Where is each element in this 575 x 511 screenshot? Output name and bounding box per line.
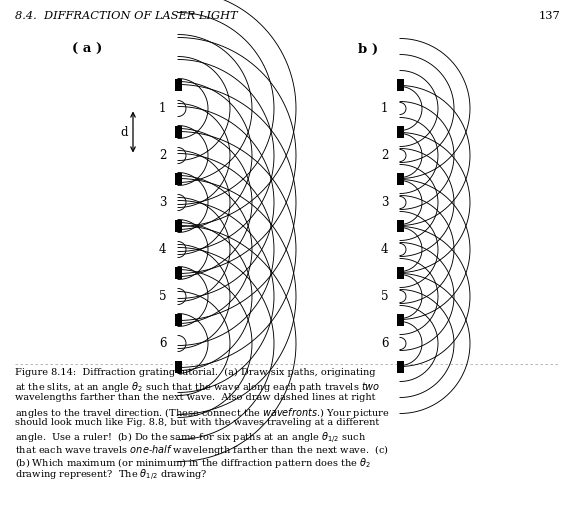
Text: 3: 3 xyxy=(159,196,167,209)
Bar xyxy=(397,220,404,232)
Bar xyxy=(174,361,182,373)
Bar xyxy=(397,79,404,91)
Text: 2: 2 xyxy=(159,149,167,162)
Text: 137: 137 xyxy=(538,11,560,21)
Text: 3: 3 xyxy=(381,196,389,209)
Text: 6: 6 xyxy=(159,337,167,350)
Text: angles to the travel direction. (These connect the $\mathit{wavefronts}$.) Your : angles to the travel direction. (These c… xyxy=(15,406,390,420)
Bar xyxy=(397,267,404,279)
Text: 5: 5 xyxy=(159,290,167,303)
Bar xyxy=(174,126,182,138)
Bar xyxy=(397,361,404,373)
Text: ( a ): ( a ) xyxy=(72,43,102,56)
Text: 1: 1 xyxy=(381,102,389,115)
Text: at the slits, at an angle $\theta_2$ such that the wave along each path travels : at the slits, at an angle $\theta_2$ suc… xyxy=(15,381,381,394)
Text: that each wave travels $\mathit{one}$-$\mathit{half}$ wavelength farther than th: that each wave travels $\mathit{one}$-$\… xyxy=(15,443,389,457)
Text: d: d xyxy=(121,126,128,138)
Text: drawing represent?  The $\theta_{1/2}$ drawing?: drawing represent? The $\theta_{1/2}$ dr… xyxy=(15,468,208,483)
Text: Figure 8.14:  Diffraction grating tutorial.  (a) Draw six paths, originating: Figure 8.14: Diffraction grating tutoria… xyxy=(15,368,375,377)
Text: b ): b ) xyxy=(358,43,378,56)
Text: should look much like Fig. 8.8, but with the waves traveling at a different: should look much like Fig. 8.8, but with… xyxy=(15,418,380,427)
Text: 1: 1 xyxy=(159,102,167,115)
Bar xyxy=(174,173,182,185)
Bar xyxy=(397,126,404,138)
Bar xyxy=(174,314,182,326)
Text: 6: 6 xyxy=(381,337,389,350)
Bar xyxy=(397,173,404,185)
Bar xyxy=(397,314,404,326)
Text: 4: 4 xyxy=(159,243,167,256)
Bar xyxy=(174,79,182,91)
Text: wavelengths farther than the next wave.  Also draw dashed lines at right: wavelengths farther than the next wave. … xyxy=(15,393,375,402)
Text: 2: 2 xyxy=(381,149,389,162)
Bar xyxy=(174,267,182,279)
Text: 8.4.  DIFFRACTION OF LASER LIGHT: 8.4. DIFFRACTION OF LASER LIGHT xyxy=(15,11,237,21)
Bar xyxy=(174,220,182,232)
Text: angle.  Use a ruler!  (b) Do the same for six paths at an angle $\theta_{1/2}$ s: angle. Use a ruler! (b) Do the same for … xyxy=(15,430,366,446)
Text: 5: 5 xyxy=(381,290,389,303)
Text: (b) Which maximum (or minimum) in the diffraction pattern does the $\theta_2$: (b) Which maximum (or minimum) in the di… xyxy=(15,455,371,470)
Text: 4: 4 xyxy=(381,243,389,256)
